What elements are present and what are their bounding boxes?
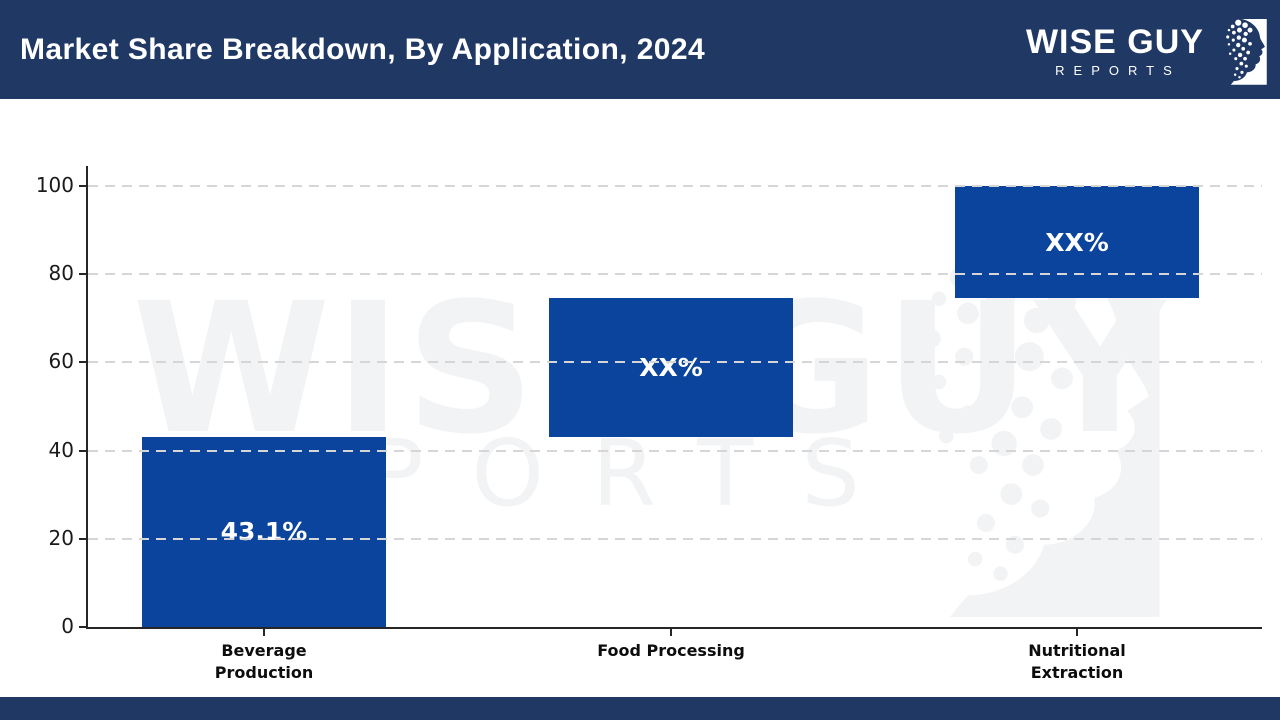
y-tick-label-20: 20 [48, 525, 74, 550]
bar-value-label-2: XX% [639, 352, 703, 382]
gridline-40 [88, 449, 1262, 452]
y-tick-mark-100 [79, 185, 88, 187]
bar-segment-1: 43.1% [142, 436, 386, 627]
gridline-20 [88, 537, 1262, 540]
y-tick-mark-60 [79, 361, 88, 364]
footer-bar [0, 697, 1280, 720]
gridline-100 [88, 185, 1262, 187]
y-tick-label-0: 0 [61, 614, 74, 638]
y-tick-mark-80 [79, 273, 88, 276]
x-axis-line [86, 627, 1262, 629]
y-axis-line [86, 166, 88, 629]
brand-name: WISE GUY [1025, 22, 1204, 61]
y-tick-label-80: 80 [48, 261, 74, 286]
bar-segment-3: XX% [955, 186, 1199, 298]
brand-subtitle: REPORTS [1055, 62, 1181, 78]
x-category-label-1: Beverage Production [214, 641, 314, 682]
y-tick-label-40: 40 [48, 437, 74, 462]
page-title: Market Share Breakdown, By Application, … [20, 32, 706, 66]
x-category-label-2: Food Processing [597, 641, 745, 660]
gridline-80 [88, 273, 1262, 276]
brand-logo: WISE GUY REPORTS [1026, 6, 1268, 94]
y-tick-mark-20 [79, 537, 88, 540]
bar-value-label-3: XX% [1045, 227, 1109, 257]
header-bar: Market Share Breakdown, By Application, … [0, 0, 1280, 99]
y-tick-mark-40 [79, 449, 88, 452]
y-tick-mark-0 [79, 626, 88, 628]
y-tick-label-100: 100 [35, 173, 74, 197]
y-tick-label-60: 60 [48, 349, 74, 374]
gridline-60 [88, 361, 1262, 364]
x-tick-mark-3 [1076, 629, 1078, 636]
x-tick-mark-2 [670, 629, 672, 636]
x-tick-mark-1 [263, 629, 265, 636]
brand-logo-text: WISE GUY REPORTS [1026, 23, 1204, 78]
bar-value-label-1: 43.1% [220, 517, 308, 547]
bar-segment-2: XX% [549, 298, 793, 437]
x-category-label-3: Nutritional Extraction [1028, 641, 1126, 682]
